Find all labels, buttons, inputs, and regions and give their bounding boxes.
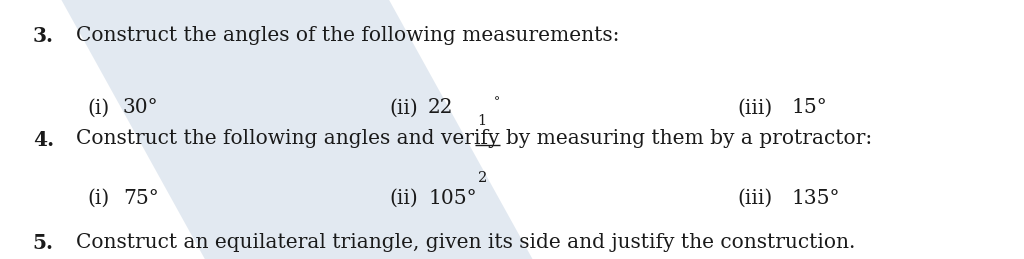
Text: (i): (i)	[87, 189, 110, 208]
Text: (ii): (ii)	[389, 98, 418, 117]
Text: Construct an equilateral triangle, given its side and justify the construction.: Construct an equilateral triangle, given…	[76, 233, 855, 252]
Text: 75°: 75°	[123, 189, 159, 208]
Text: °: °	[494, 96, 500, 109]
Text: 1: 1	[477, 114, 486, 128]
Text: 2: 2	[478, 171, 487, 185]
Text: 135°: 135°	[792, 189, 840, 208]
Text: (iii): (iii)	[737, 189, 772, 208]
Text: Construct the following angles and verify by measuring them by a protractor:: Construct the following angles and verif…	[76, 130, 872, 148]
Polygon shape	[61, 0, 532, 259]
Text: 105°: 105°	[428, 189, 476, 208]
Text: (iii): (iii)	[737, 98, 772, 117]
Text: 30°: 30°	[123, 98, 159, 117]
Text: 15°: 15°	[792, 98, 827, 117]
Text: (ii): (ii)	[389, 189, 418, 208]
Text: 22: 22	[428, 98, 454, 117]
Text: (i): (i)	[87, 98, 110, 117]
Text: 5.: 5.	[33, 233, 54, 253]
Text: 4.: 4.	[33, 130, 54, 149]
Text: 3.: 3.	[33, 26, 54, 46]
Text: Construct the angles of the following measurements:: Construct the angles of the following me…	[76, 26, 620, 45]
